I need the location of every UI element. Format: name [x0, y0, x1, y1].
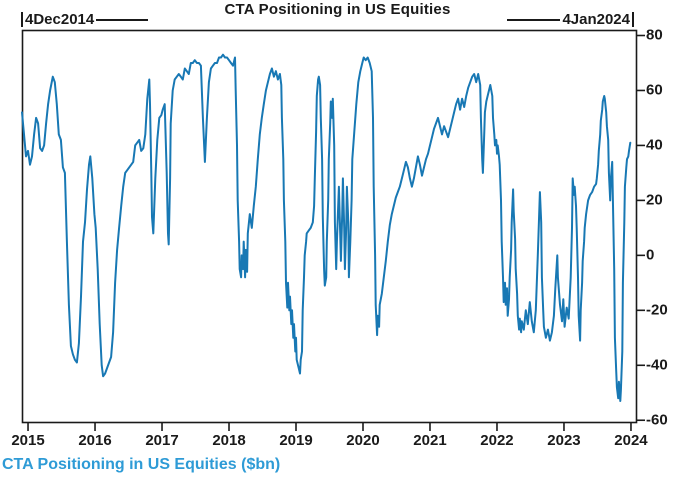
x-tick-label: 2023 [547, 432, 581, 449]
end-annotation-line [507, 18, 561, 21]
y-tick-label: -20 [646, 301, 668, 319]
x-tick-label: 2015 [11, 432, 45, 449]
y-tick-label: 20 [646, 191, 663, 209]
y-tick-label: -40 [646, 356, 668, 374]
y-tick-label: 60 [646, 81, 663, 99]
end-tick-mark [632, 12, 634, 27]
end-date-label: 4Jan2024 [562, 11, 630, 28]
y-tick-label: 40 [646, 136, 663, 154]
x-tick-label: 2020 [346, 432, 380, 449]
axis-ticks [27, 34, 645, 431]
x-tick-label: 2016 [78, 432, 112, 449]
cta-positioning-line [21, 53, 632, 402]
y-tick-label: 0 [646, 246, 655, 264]
x-tick-label: 2019 [279, 432, 313, 449]
series-start-annotation: 4Dec2014 [21, 11, 148, 28]
x-tick-label: 2017 [145, 432, 179, 449]
y-tick-label: -60 [646, 411, 668, 429]
chart-caption: CTA Positioning in US Equities ($bn) [2, 456, 281, 473]
x-tick-label: 2024 [614, 432, 648, 449]
start-annotation-line [96, 18, 148, 21]
start-tick-mark [21, 12, 23, 27]
series-end-annotation: 4Jan2024 [507, 11, 634, 28]
x-tick-label: 2021 [413, 432, 447, 449]
x-tick-label: 2018 [212, 432, 246, 449]
y-tick-label: 80 [646, 26, 663, 44]
axes-spines [21, 29, 638, 424]
chart-title: CTA Positioning in US Equities [224, 1, 451, 18]
x-tick-label: 2022 [480, 432, 514, 449]
start-date-label: 4Dec2014 [25, 11, 95, 28]
